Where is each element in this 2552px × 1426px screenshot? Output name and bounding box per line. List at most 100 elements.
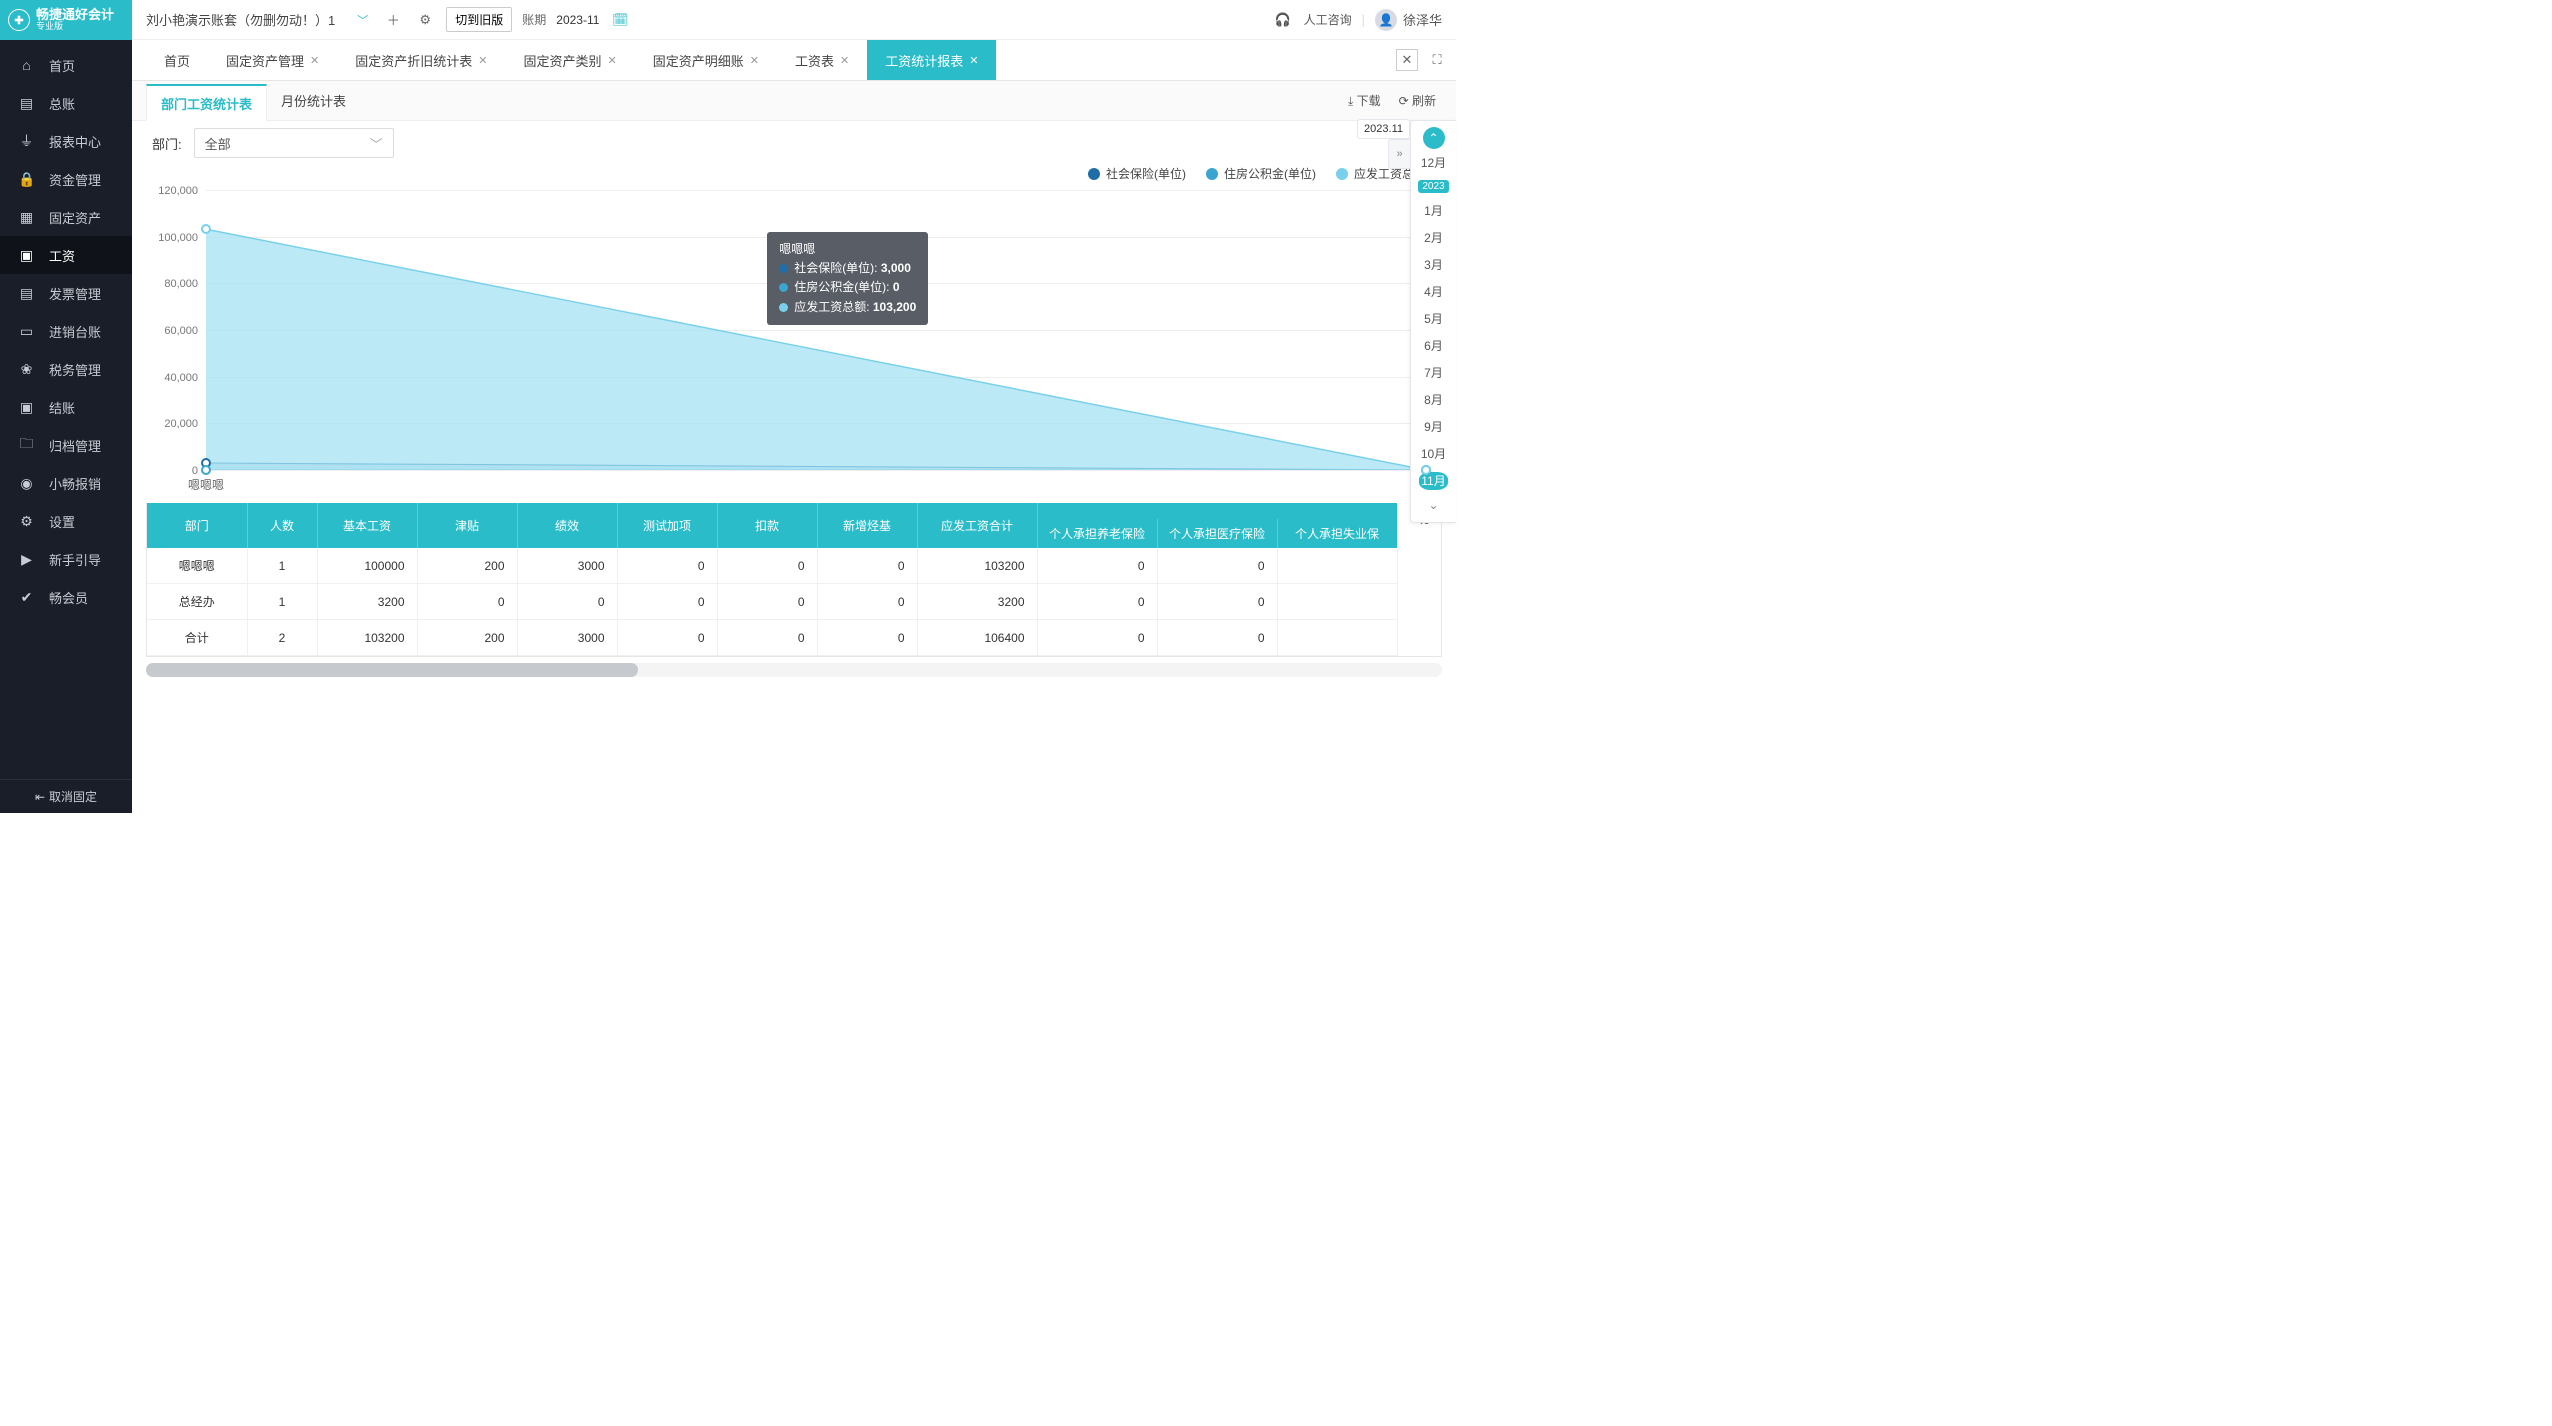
tab-close-icon[interactable]: ✕ xyxy=(478,54,487,67)
period-value[interactable]: 2023-11 xyxy=(556,13,599,27)
subtab-1[interactable]: 月份统计表 xyxy=(267,83,360,120)
nav-item-13[interactable]: ▶新手引导 xyxy=(0,540,132,578)
chart-marker[interactable] xyxy=(201,465,211,475)
legend-item[interactable]: 住房公积金(单位) xyxy=(1206,165,1316,182)
nav-item-11[interactable]: ◉小畅报销 xyxy=(0,464,132,502)
user-menu[interactable]: 👤 徐泽华 xyxy=(1375,9,1442,31)
switch-version-button[interactable]: 切到旧版 xyxy=(446,7,512,32)
nav-icon: ❀ xyxy=(18,361,35,378)
chart-marker[interactable] xyxy=(201,224,211,234)
table-cell: 0 xyxy=(1037,548,1157,584)
nav-icon: ▤ xyxy=(18,285,35,302)
nav-item-1[interactable]: ▤总账 xyxy=(0,84,132,122)
y-tick-label: 40,000 xyxy=(164,372,198,384)
timeline-month[interactable]: 5月 xyxy=(1419,305,1447,332)
department-select[interactable]: 全部 ﹀ xyxy=(194,128,394,158)
nav-item-10[interactable]: 🗀归档管理 xyxy=(0,426,132,464)
table-cell: 0 xyxy=(1157,620,1277,656)
tab-5[interactable]: 工资表✕ xyxy=(777,40,867,80)
table-cell: 合计 xyxy=(147,620,247,656)
table-cell: 100000 xyxy=(317,548,417,584)
nav-item-8[interactable]: ❀税务管理 xyxy=(0,350,132,388)
nav-icon: ▦ xyxy=(18,209,35,226)
tab-close-icon[interactable]: ✕ xyxy=(840,54,849,67)
tab-close-icon[interactable]: ✕ xyxy=(608,54,617,67)
timeline-month-12[interactable]: 12月 xyxy=(1411,149,1456,176)
y-tick-label: 60,000 xyxy=(164,325,198,337)
timeline-month[interactable]: 3月 xyxy=(1419,251,1447,278)
period-label: 账期 xyxy=(522,11,546,28)
unpin-icon: ⇤ xyxy=(35,790,45,804)
nav-item-2[interactable]: ⏚报表中心 xyxy=(0,122,132,160)
nav-item-5[interactable]: ▣工资 xyxy=(0,236,132,274)
nav-icon: ◉ xyxy=(18,475,35,492)
y-tick-label: 120,000 xyxy=(158,185,198,197)
table-row: 嗯嗯嗯1100000200300000010320000 xyxy=(147,548,1397,584)
table-cell: 0 xyxy=(717,620,817,656)
support-label[interactable]: 人工咨询 xyxy=(1304,11,1352,28)
nav-icon: ▤ xyxy=(18,95,35,112)
timeline-month[interactable]: 4月 xyxy=(1419,278,1447,305)
legend-item[interactable]: 社会保险(单位) xyxy=(1088,165,1186,182)
timeline-month[interactable]: 2月 xyxy=(1419,224,1447,251)
tab-1[interactable]: 固定资产管理✕ xyxy=(208,40,337,80)
table-cell: 0 xyxy=(617,620,717,656)
subtab-0[interactable]: 部门工资统计表 xyxy=(146,84,267,121)
nav-icon: 🗀 xyxy=(18,433,35,457)
nav-icon: ▭ xyxy=(18,323,35,340)
nav-item-7[interactable]: ▭进销台账 xyxy=(0,312,132,350)
account-dropdown[interactable]: ﹀ xyxy=(353,12,372,28)
nav-item-12[interactable]: ⚙设置 xyxy=(0,502,132,540)
table-h-scrollbar[interactable] xyxy=(146,663,1442,677)
nav-item-4[interactable]: ▦固定资产 xyxy=(0,198,132,236)
download-button[interactable]: ⤓ 下载 xyxy=(1348,92,1381,109)
nav-item-14[interactable]: ✔畅会员 xyxy=(0,578,132,616)
calendar-icon[interactable]: 🗓 xyxy=(609,9,631,31)
nav-item-6[interactable]: ▤发票管理 xyxy=(0,274,132,312)
topbar: 刘小艳演示账套（勿删勿动！）1 ﹀ ＋ ⚙ 切到旧版 账期 2023-11 🗓 … xyxy=(132,0,1456,40)
sidebar-nav: ⌂首页▤总账⏚报表中心🔒资金管理▦固定资产▣工资▤发票管理▭进销台账❀税务管理▣… xyxy=(0,40,132,779)
close-tabs-button[interactable]: ✕ xyxy=(1396,49,1418,71)
table-cell: 0 xyxy=(817,584,917,620)
timeline-down-button[interactable]: ⌄ xyxy=(1423,494,1445,516)
chart-marker[interactable] xyxy=(1421,465,1431,475)
fullscreen-button[interactable]: ⛶ xyxy=(1426,49,1448,71)
tab-3[interactable]: 固定资产类别✕ xyxy=(505,40,634,80)
tab-close-icon[interactable]: ✕ xyxy=(750,54,759,67)
sidebar: ✚ 畅捷通好会计 专业版 ⌂首页▤总账⏚报表中心🔒资金管理▦固定资产▣工资▤发票… xyxy=(0,0,132,813)
timeline-month[interactable]: 8月 xyxy=(1419,386,1447,413)
timeline-month[interactable]: 7月 xyxy=(1419,359,1447,386)
brand-icon: ✚ xyxy=(8,9,30,31)
headset-icon[interactable]: 🎧 xyxy=(1272,9,1294,31)
tab-close-icon[interactable]: ✕ xyxy=(969,54,978,67)
tab-2[interactable]: 固定资产折旧统计表✕ xyxy=(337,40,505,80)
nav-icon: ✔ xyxy=(18,589,35,606)
nav-icon: 🔒 xyxy=(18,171,35,188)
table-cell: 3000 xyxy=(517,620,617,656)
timeline-collapse[interactable]: » xyxy=(1388,139,1410,169)
unpin-button[interactable]: ⇤ 取消固定 xyxy=(0,779,132,813)
nav-item-3[interactable]: 🔒资金管理 xyxy=(0,160,132,198)
timeline-month[interactable]: 9月 xyxy=(1419,413,1447,440)
settings-icon[interactable]: ⚙ xyxy=(414,9,436,31)
tab-6[interactable]: 工资统计报表✕ xyxy=(867,40,996,80)
table-cell: 0 xyxy=(617,548,717,584)
timeline-month[interactable]: 1月 xyxy=(1419,197,1447,224)
table-cell: 1 xyxy=(247,584,317,620)
tab-close-icon[interactable]: ✕ xyxy=(310,54,319,67)
nav-item-9[interactable]: ▣结账 xyxy=(0,388,132,426)
table-cell: 3200 xyxy=(917,584,1037,620)
nav-item-0[interactable]: ⌂首页 xyxy=(0,46,132,84)
tab-0[interactable]: 首页 xyxy=(146,40,208,80)
timeline-up-button[interactable]: ⌃ xyxy=(1423,127,1445,149)
chart[interactable]: 020,00040,00060,00080,000100,000120,000嗯… xyxy=(206,190,1426,470)
add-icon[interactable]: ＋ xyxy=(382,9,404,31)
timeline-month[interactable]: 10月 xyxy=(1419,440,1447,467)
x-tick-label: 嗯嗯嗯 xyxy=(188,476,224,493)
table-cell: 103200 xyxy=(317,620,417,656)
timeline-month[interactable]: 6月 xyxy=(1419,332,1447,359)
table-cell: 0 xyxy=(417,584,517,620)
table-cell: 2 xyxy=(247,620,317,656)
tab-4[interactable]: 固定资产明细账✕ xyxy=(635,40,777,80)
refresh-button[interactable]: ⟳ 刷新 xyxy=(1399,92,1436,109)
